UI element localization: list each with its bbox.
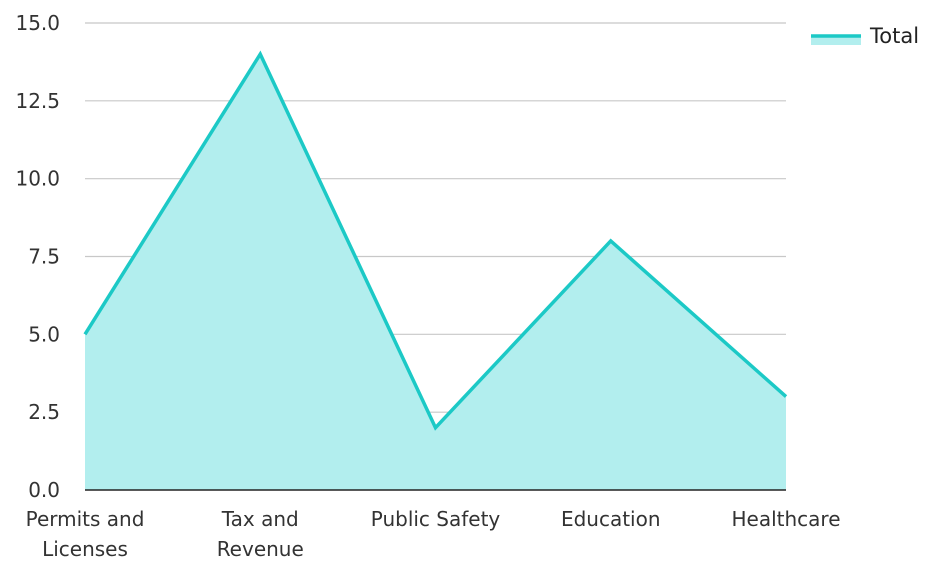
- x-tick-label: Education: [561, 507, 661, 531]
- y-tick-label: 7.5: [28, 245, 60, 269]
- legend-label: Total: [869, 24, 919, 48]
- y-tick-label: 12.5: [15, 89, 60, 113]
- y-tick-label: 5.0: [28, 322, 60, 346]
- y-tick-label: 15.0: [15, 11, 60, 35]
- x-tick-label: Permits and Licenses: [26, 507, 145, 561]
- y-axis-ticks: 0.0 2.5 5.0 7.5 10.0 12.5 15.0: [15, 11, 60, 502]
- y-tick-label: 2.5: [28, 400, 60, 424]
- x-tick-label: Public Safety: [371, 507, 501, 531]
- y-tick-label: 10.0: [15, 167, 60, 191]
- y-tick-label: 0.0: [28, 478, 60, 502]
- x-axis-ticks: Permits and Licenses Tax and Revenue Public …: [26, 507, 841, 561]
- x-tick-label: Healthcare: [731, 507, 840, 531]
- legend: Total: [811, 24, 919, 48]
- legend-swatch-fill: [811, 35, 861, 45]
- x-tick-label: Tax and Revenue: [217, 507, 304, 561]
- series-area-fill: [85, 54, 786, 491]
- series-area-layer: [83, 50, 788, 491]
